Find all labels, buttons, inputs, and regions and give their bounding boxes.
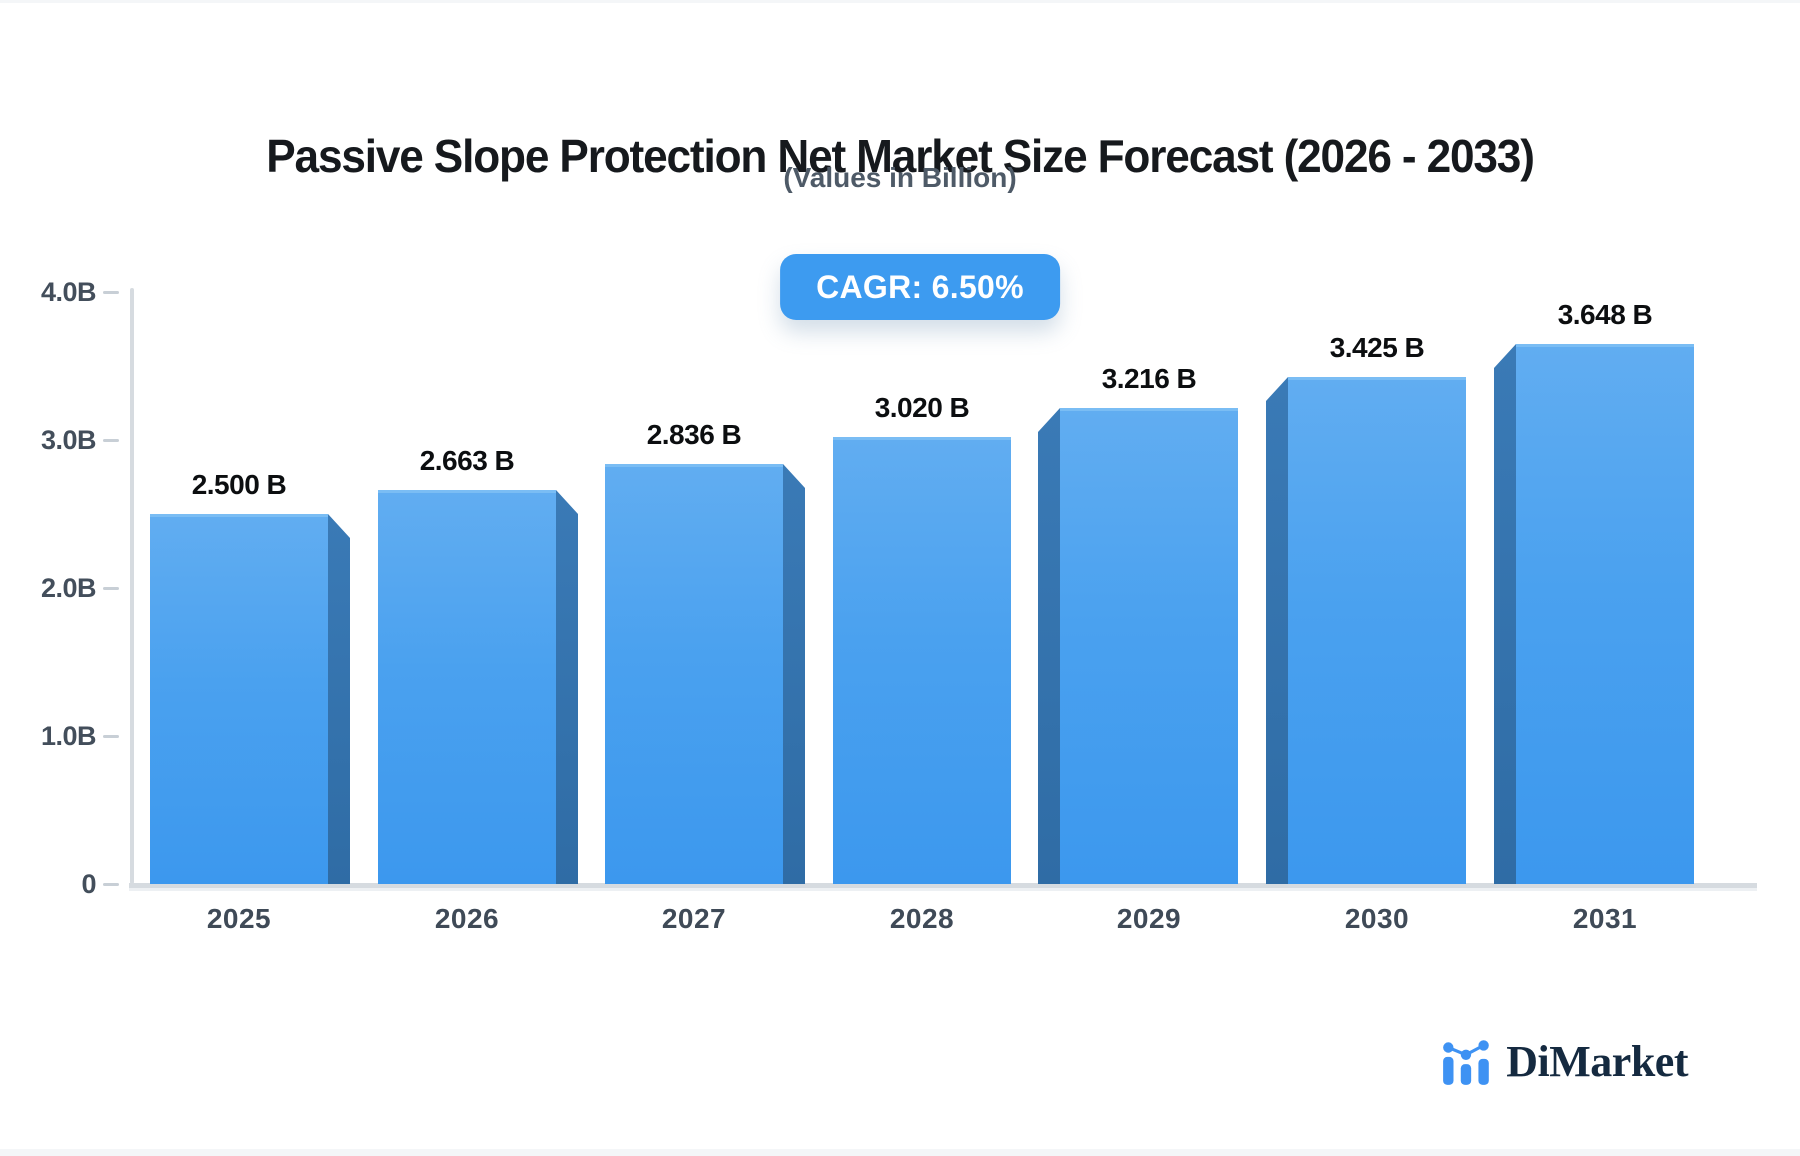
bar-2028: 3.020 B 2028 bbox=[833, 392, 1011, 934]
bar-face bbox=[1516, 344, 1694, 884]
x-axis-label-2026: 2026 bbox=[434, 903, 500, 934]
bar-2026: 2.663 B 2026 bbox=[378, 445, 578, 934]
bar-face bbox=[378, 490, 556, 884]
x-axis-label-2028: 2028 bbox=[889, 903, 955, 934]
y-tick-mark bbox=[103, 587, 119, 590]
bar-2030: 3.425 B 2030 bbox=[1266, 332, 1466, 934]
bar-3d-side bbox=[328, 514, 350, 884]
bar-2029: 3.216 B 2029 bbox=[1038, 363, 1238, 934]
cagr-badge-label: CAGR: 6.50% bbox=[816, 268, 1024, 305]
bar-value-label: 3.216 B bbox=[1101, 363, 1197, 394]
page-edge-top bbox=[0, 0, 1800, 3]
bar-2031: 3.648 B 2031 bbox=[1494, 299, 1694, 934]
bar-value-label: 2.500 B bbox=[191, 469, 287, 500]
bar-face bbox=[150, 514, 328, 884]
y-tick-label-1.0B: 1.0B bbox=[40, 721, 97, 751]
bar-value-label: 3.020 B bbox=[874, 392, 970, 423]
y-tick-label-3.0B: 3.0B bbox=[40, 425, 97, 455]
x-axis-label-2025: 2025 bbox=[206, 903, 272, 934]
y-tick-label-4.0B: 4.0B bbox=[40, 277, 97, 307]
dimarket-logo: DiMarket bbox=[1440, 1032, 1688, 1090]
y-tick-label-0: 0 bbox=[81, 869, 96, 899]
y-tick-label-2.0B: 2.0B bbox=[40, 573, 97, 603]
bar-value-label: 3.648 B bbox=[1557, 299, 1653, 330]
bar-value-label: 2.836 B bbox=[646, 419, 742, 450]
bar-3d-side bbox=[1038, 408, 1060, 884]
bar-3d-side bbox=[783, 464, 805, 884]
page-edge-bottom bbox=[0, 1149, 1800, 1156]
x-axis-label-2029: 2029 bbox=[1116, 903, 1182, 934]
y-tick-mark bbox=[103, 291, 119, 294]
y-axis-line bbox=[130, 288, 134, 884]
x-axis-line bbox=[129, 883, 1757, 891]
y-tick-mark bbox=[103, 439, 119, 442]
bar-face bbox=[1288, 377, 1466, 884]
x-axis-label-2031: 2031 bbox=[1572, 903, 1638, 934]
cagr-badge: CAGR: 6.50% bbox=[780, 254, 1060, 320]
bar-face bbox=[605, 464, 783, 884]
bar-value-label: 3.425 B bbox=[1329, 332, 1425, 363]
bar-face bbox=[1060, 408, 1238, 884]
dimarket-logo-text: DiMarket bbox=[1506, 1036, 1688, 1086]
y-tick-mark bbox=[103, 883, 119, 886]
bar-2025: 2.500 B 2025 bbox=[150, 469, 350, 934]
chart-subtitle: (Values in Billion) bbox=[783, 162, 1017, 193]
bar-3d-side bbox=[1494, 344, 1516, 884]
x-axis-label-2027: 2027 bbox=[661, 903, 727, 934]
x-axis-label-2030: 2030 bbox=[1344, 903, 1410, 934]
bar-2027: 2.836 B 2027 bbox=[605, 419, 805, 934]
bar-value-label: 2.663 B bbox=[419, 445, 515, 476]
bar-line-chart-icon bbox=[1443, 1040, 1490, 1085]
chart-title: Passive Slope Protection Net Market Size… bbox=[266, 129, 1535, 182]
y-tick-mark bbox=[103, 735, 119, 738]
bar-face bbox=[833, 437, 1011, 884]
bar-3d-side bbox=[556, 490, 578, 884]
bar-3d-side bbox=[1266, 377, 1288, 884]
